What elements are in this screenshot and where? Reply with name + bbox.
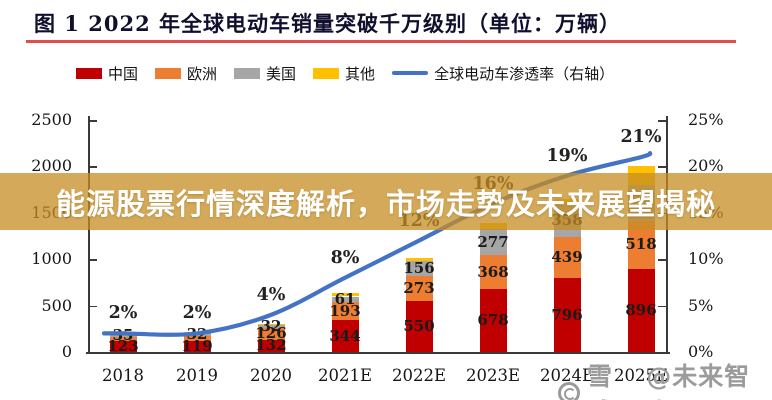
value-label-美国-2018: 35	[112, 325, 134, 344]
x-axis-line	[86, 352, 670, 354]
x-axis-label: 2025E	[613, 366, 669, 385]
value-label-欧洲-2022E: 273	[403, 278, 435, 297]
value-label-欧洲-2024E: 439	[551, 248, 583, 267]
right-axis-label: 0%	[688, 342, 714, 361]
value-label-中国-2020: 132	[255, 336, 287, 355]
bar-segment-中国-2020	[257, 339, 285, 352]
percent-label-2020: 4%	[256, 284, 286, 305]
left-axis-tick	[88, 120, 97, 122]
percent-label-2018: 2%	[108, 303, 138, 324]
value-label-美国-2021E: 61	[334, 289, 356, 308]
headline-text: 能源股票行情深度解析，市场走势及未来展望揭秘	[55, 186, 716, 221]
figure-title: 图 1 2022 年全球电动车销量突破千万级别（单位：万辆）	[34, 11, 621, 36]
value-label-欧洲-2023E: 368	[477, 262, 509, 281]
value-label-中国-2018: 123	[107, 336, 139, 355]
watermark: 雪球 @未来智库	[558, 357, 772, 400]
bar-segment-欧洲-2019	[183, 335, 211, 341]
right-axis-label: 5%	[688, 295, 714, 315]
left-axis-line	[88, 116, 90, 352]
right-axis-tick	[658, 166, 667, 168]
left-axis-tick	[88, 352, 97, 354]
legend-swatch-icon	[155, 67, 182, 79]
legend-item-1: 中国	[76, 63, 138, 84]
legend-item-3: 美国	[234, 63, 296, 84]
legend-item-4: 其他	[313, 63, 375, 84]
left-axis-label: 500	[41, 295, 72, 315]
watermark-brand: 雪球	[587, 362, 615, 400]
left-axis-label: 1000	[31, 249, 72, 269]
percent-label-2024E: 19%	[546, 145, 588, 166]
right-axis-label: 10%	[688, 249, 724, 269]
legend-label: 全球电动车渗透率（右轴）	[434, 64, 615, 83]
right-axis-tick	[658, 120, 667, 122]
title-underline	[26, 40, 736, 43]
bar-segment-中国-2019	[183, 340, 211, 352]
value-label-中国-2023E: 678	[477, 311, 509, 330]
legend-swatch-icon	[234, 67, 261, 79]
left-axis-tick	[88, 259, 97, 261]
percent-label-2025E: 21%	[620, 127, 662, 148]
x-axis-label: 2018	[102, 366, 144, 385]
value-label-美国-2020: 32	[260, 317, 282, 336]
legend-item-5: 全球电动车渗透率（右轴）	[392, 63, 614, 84]
value-label-中国-2024E: 796	[551, 305, 583, 324]
value-label-中国-2022E: 550	[403, 316, 435, 335]
right-axis-tick	[658, 305, 667, 308]
value-label-美国-2019: 32	[186, 324, 208, 343]
x-axis-label: 2020	[250, 366, 292, 385]
value-label-中国-2025E: 896	[625, 300, 657, 319]
watermark-handle: @未来智库	[646, 362, 751, 400]
value-label-中国-2019: 119	[181, 336, 213, 355]
x-axis-label: 2023E	[465, 366, 521, 385]
left-axis-label: 0	[61, 342, 72, 361]
legend-item-2: 欧洲	[155, 63, 217, 84]
left-axis-tick	[88, 305, 97, 308]
chart-legend: 中国 欧洲 美国 其他 全球电动车渗透率（右轴）	[76, 62, 614, 84]
legend-swatch-icon	[76, 67, 102, 79]
snowball-logo-icon	[558, 382, 580, 400]
headline-overlay-band: 能源股票行情深度解析，市场走势及未来展望揭秘	[0, 173, 772, 230]
legend-swatch-icon	[313, 67, 340, 79]
percent-label-2019: 2%	[182, 303, 212, 324]
right-axis-tick	[658, 259, 667, 261]
left-axis-tick	[88, 166, 97, 168]
value-label-美国-2023E: 277	[477, 232, 509, 251]
left-axis-label: 2000	[31, 156, 72, 176]
legend-swatch-icon	[392, 71, 429, 75]
right-axis-label: 25%	[688, 110, 724, 129]
percent-label-2021E: 8%	[330, 247, 360, 268]
value-label-中国-2021E: 344	[329, 326, 361, 345]
right-axis-line	[666, 116, 668, 352]
value-label-美国-2022E: 156	[403, 258, 435, 277]
left-axis-label: 2500	[31, 110, 72, 129]
legend-label: 欧洲	[187, 64, 218, 83]
x-axis-label: 2021E	[317, 366, 373, 385]
x-axis-label: 2022E	[391, 366, 447, 385]
right-axis-label: 20%	[688, 156, 724, 176]
value-label-欧洲-2025E: 518	[625, 235, 657, 254]
bar-segment-中国-2018	[109, 340, 137, 352]
legend-label: 中国	[108, 64, 139, 83]
bar-segment-欧洲-2018	[109, 336, 137, 341]
legend-label: 美国	[266, 64, 297, 83]
right-axis-tick	[658, 352, 667, 354]
legend-label: 其他	[345, 64, 376, 83]
x-axis-label: 2019	[176, 366, 218, 385]
x-axis-label: 2024E	[539, 366, 595, 385]
